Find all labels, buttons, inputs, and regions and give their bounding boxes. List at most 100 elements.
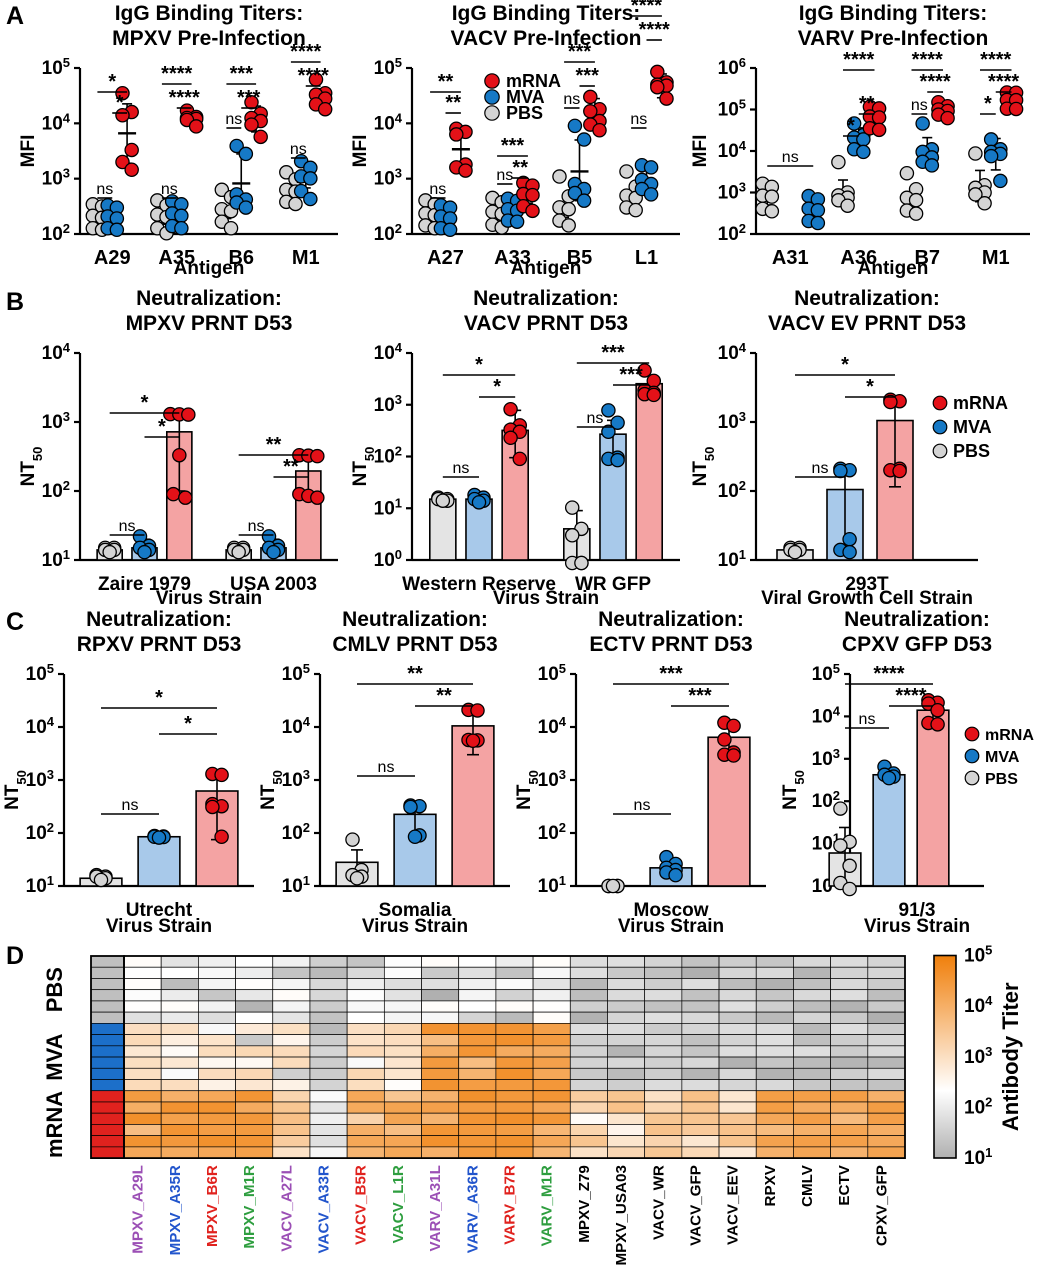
svg-text:****: **** [895,685,926,707]
svg-text:***: *** [688,685,712,707]
svg-text:Western Reserve: Western Reserve [402,574,556,595]
svg-text:Neutralization:: Neutralization: [794,287,940,310]
svg-text:104: 104 [374,110,403,135]
svg-text:102: 102 [374,221,402,246]
svg-text:*: * [841,354,849,376]
svg-text:101: 101 [282,873,310,898]
svg-text:VACV_GFP: VACV_GFP [687,1165,704,1246]
svg-text:**: ** [436,685,452,707]
svg-text:293T: 293T [845,574,889,595]
svg-text:NT50: NT50 [690,447,717,487]
svg-text:PBS: PBS [985,771,1018,788]
svg-text:ns: ns [429,181,446,198]
svg-text:102: 102 [42,478,70,503]
svg-text:*: * [141,392,149,414]
svg-text:*: * [116,92,124,114]
svg-text:A27: A27 [427,247,464,269]
svg-text:103: 103 [374,165,402,190]
svg-text:A36: A36 [840,247,877,269]
svg-text:MPXV_B6R: MPXV_B6R [204,1165,221,1247]
svg-text:104: 104 [26,714,55,739]
svg-text:ECTV: ECTV [836,1164,853,1205]
svg-text:Neutralization:: Neutralization: [598,608,744,631]
svg-text:102: 102 [42,221,70,246]
svg-text:***: *** [568,41,592,63]
svg-text:***: *** [576,65,600,87]
svg-text:Moscow: Moscow [634,900,709,921]
svg-text:103: 103 [718,179,746,204]
svg-text:ns: ns [378,759,395,776]
svg-text:*: * [155,687,163,709]
svg-text:ns: ns [122,797,139,814]
svg-text:ns: ns [586,410,603,427]
svg-text:105: 105 [282,661,310,686]
svg-text:ns: ns [96,181,113,198]
svg-text:104: 104 [964,993,993,1018]
svg-text:PBS: PBS [506,103,543,123]
svg-text:105: 105 [374,55,402,80]
svg-text:NT50: NT50 [514,770,541,810]
svg-text:MFI: MFI [690,135,711,168]
svg-text:A35: A35 [158,247,195,269]
svg-text:****: **** [920,71,951,93]
svg-text:103: 103 [26,767,54,792]
svg-text:VARV_M1R: VARV_M1R [539,1165,556,1246]
svg-text:****: **** [631,0,662,17]
svg-text:***: *** [619,364,643,386]
svg-text:ns: ns [161,181,178,198]
svg-text:104: 104 [282,714,311,739]
svg-text:***: *** [501,135,525,157]
svg-text:Antibody Titer: Antibody Titer [998,982,1023,1131]
svg-text:A29: A29 [94,247,131,269]
svg-text:**: ** [859,93,875,115]
svg-text:ns: ns [812,460,829,477]
svg-text:Somalia: Somalia [379,900,452,921]
svg-text:101: 101 [964,1145,992,1170]
svg-text:104: 104 [374,340,403,365]
svg-text:MPXV_A35R: MPXV_A35R [167,1165,184,1255]
svg-text:ns: ns [290,141,307,158]
svg-text:MPXV_USA03: MPXV_USA03 [613,1165,630,1265]
svg-text:103: 103 [964,1043,992,1068]
svg-text:104: 104 [812,703,841,728]
svg-text:ns: ns [452,460,469,477]
svg-text:*: * [184,713,192,735]
svg-text:91/3: 91/3 [899,900,936,921]
svg-text:CPXV_GFP: CPXV_GFP [873,1165,890,1246]
svg-text:*: * [475,354,483,376]
svg-text:105: 105 [42,55,70,80]
svg-text:**: ** [283,456,299,478]
svg-text:CMLV PRNT D53: CMLV PRNT D53 [332,633,497,656]
svg-text:MVA: MVA [985,749,1020,766]
svg-text:CMLV: CMLV [799,1164,816,1207]
svg-text:*: * [847,115,855,137]
svg-text:Neutralization:: Neutralization: [473,287,619,310]
svg-text:ns: ns [563,91,580,108]
svg-text:USA 2003: USA 2003 [230,574,317,595]
svg-text:Zaire 1979: Zaire 1979 [98,574,191,595]
svg-text:103: 103 [42,409,70,434]
svg-text:ns: ns [225,111,242,128]
svg-text:VARV Pre-Infection: VARV Pre-Infection [798,27,989,50]
svg-text:101: 101 [42,547,70,572]
svg-text:RPXV PRNT D53: RPXV PRNT D53 [77,633,242,656]
svg-text:***: *** [601,342,625,364]
svg-text:102: 102 [718,221,746,246]
svg-text:104: 104 [538,714,567,739]
svg-text:101: 101 [374,495,402,520]
svg-text:mRNA: mRNA [985,727,1034,744]
svg-text:103: 103 [42,165,70,190]
svg-text:****: **** [639,19,670,41]
svg-text:****: **** [988,71,1019,93]
svg-text:105: 105 [538,661,566,686]
svg-text:MPXV PRNT D53: MPXV PRNT D53 [126,312,293,335]
svg-text:**: ** [445,92,461,114]
svg-text:MVA: MVA [42,1033,67,1080]
svg-text:PBS: PBS [953,441,990,461]
svg-text:mRNA: mRNA [953,393,1008,413]
svg-text:MFI: MFI [18,135,39,168]
svg-text:****: **** [980,49,1011,71]
svg-text:mRNA: mRNA [42,1091,67,1158]
svg-text:VACV PRNT D53: VACV PRNT D53 [464,312,628,335]
svg-text:A33: A33 [494,247,531,269]
